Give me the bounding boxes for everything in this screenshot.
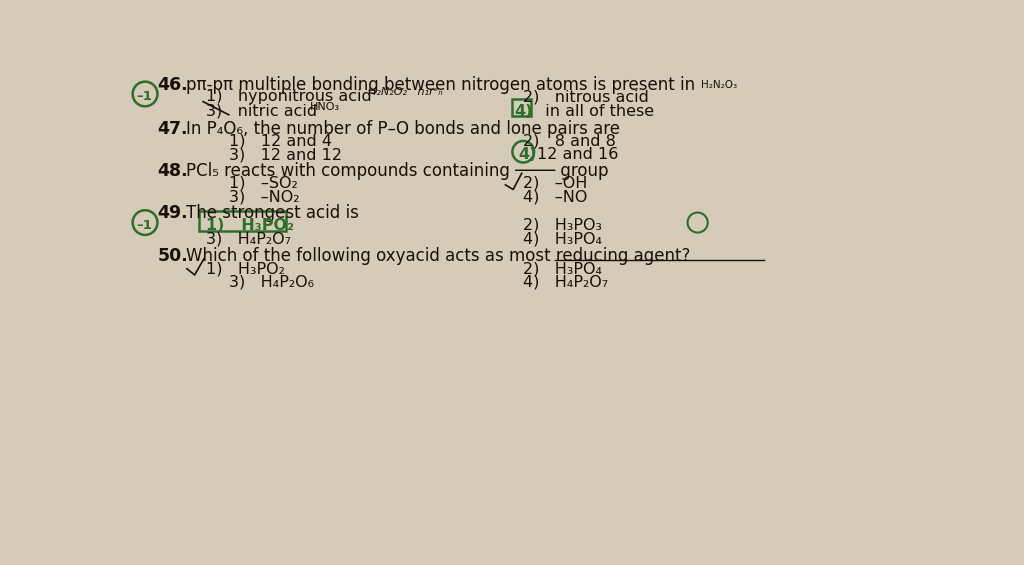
Text: 4): 4) [515, 104, 534, 119]
Text: In P₄O₆, the number of P–O bonds and lone pairs are: In P₄O₆, the number of P–O bonds and lon… [186, 120, 621, 138]
Text: in all of these: in all of these [535, 104, 654, 119]
Text: 4)   –NO: 4) –NO [523, 189, 588, 205]
Text: 1)   12 and 4: 1) 12 and 4 [228, 133, 332, 148]
Text: 1)   hyponitrous acid: 1) hyponitrous acid [206, 89, 372, 105]
Text: 12 and 16: 12 and 16 [538, 147, 618, 162]
Text: H₂N₂O₃: H₂N₂O₃ [701, 80, 737, 90]
Text: 2)   nitrous acid: 2) nitrous acid [523, 89, 649, 105]
Text: 3)   nitric acid: 3) nitric acid [206, 104, 316, 119]
Text: 2)   –OH: 2) –OH [523, 176, 588, 190]
Text: PCl₅ reacts with compounds containing ──── group: PCl₅ reacts with compounds containing ──… [186, 162, 608, 180]
Text: 48.: 48. [158, 162, 188, 180]
Text: –1: –1 [136, 90, 153, 103]
Text: 3)   H₄P₂O₆: 3) H₄P₂O₆ [228, 275, 313, 290]
Text: 1)   –SO₂: 1) –SO₂ [228, 176, 298, 190]
Text: The strongest acid is: The strongest acid is [186, 204, 359, 222]
Text: 1)   H₃PO₂: 1) H₃PO₂ [206, 218, 294, 233]
Text: 3)   H₄P₂O₇: 3) H₄P₂O₇ [206, 232, 291, 247]
Text: 4)   H₃PO₄: 4) H₃PO₄ [523, 232, 602, 247]
Text: 2)   H₃PO₃: 2) H₃PO₃ [523, 218, 602, 233]
Text: 1)   H₃PO₂: 1) H₃PO₂ [206, 261, 285, 276]
Text: 50.: 50. [158, 247, 188, 265]
Text: 3)   –NO₂: 3) –NO₂ [228, 189, 299, 205]
Text: 49.: 49. [158, 204, 188, 222]
Text: 2)   H₃PO₄: 2) H₃PO₄ [523, 261, 602, 276]
Text: 46.: 46. [158, 76, 188, 93]
Text: 2)   8 and 8: 2) 8 and 8 [523, 133, 616, 148]
Text: 47.: 47. [158, 120, 188, 138]
Text: Which of the following oxyacid acts as most reducing agent?: Which of the following oxyacid acts as m… [186, 247, 690, 265]
Text: 3)   12 and 12: 3) 12 and 12 [228, 147, 342, 162]
Text: H₂N₂O₂   n₁rᵉₙ: H₂N₂O₂ n₁rᵉₙ [369, 87, 443, 97]
Text: 4)   H₄P₂O₇: 4) H₄P₂O₇ [523, 275, 608, 290]
Text: pπ-pπ multiple bonding between nitrogen atoms is present in: pπ-pπ multiple bonding between nitrogen … [186, 76, 695, 93]
Text: HNO₃: HNO₃ [310, 102, 340, 112]
Text: 4): 4) [518, 147, 537, 162]
Text: –1: –1 [136, 219, 153, 232]
